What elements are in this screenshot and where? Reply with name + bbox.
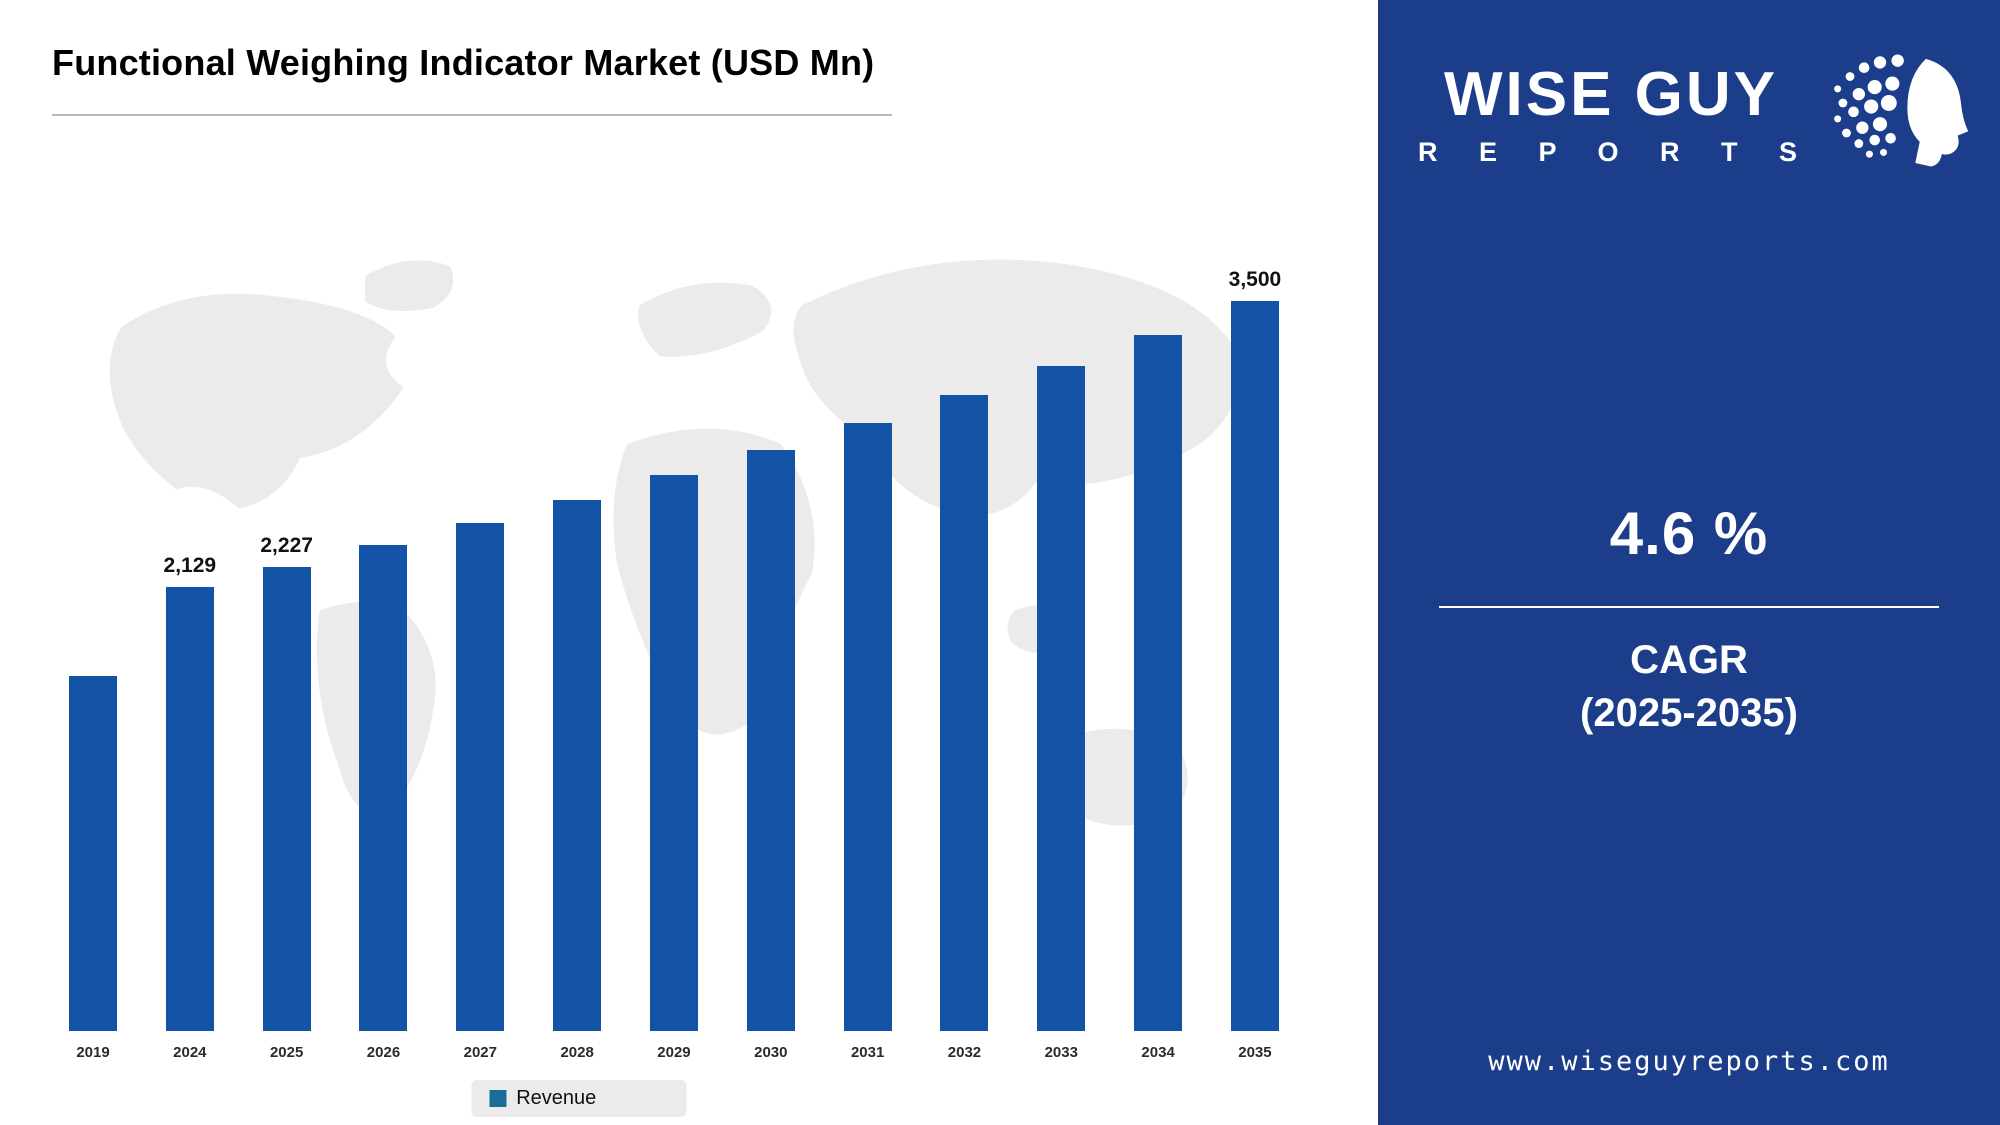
page-title: Functional Weighing Indicator Market (US… bbox=[52, 42, 875, 83]
revenue-bar bbox=[1230, 301, 1279, 1031]
dotted-head-icon bbox=[1834, 54, 1969, 167]
revenue-bar bbox=[165, 587, 214, 1031]
x-axis-year-label: 2031 bbox=[850, 1044, 885, 1061]
x-axis-year-label: 2019 bbox=[76, 1044, 110, 1061]
bar-column-2035: 3,500 2035 bbox=[1224, 268, 1286, 1061]
info-panel: WISE GUY R E P O R T S 4.6 bbox=[1378, 0, 2000, 1125]
revenue-bar bbox=[262, 567, 311, 1031]
revenue-bar bbox=[746, 450, 795, 1031]
x-axis-year-label: 2035 bbox=[1238, 1044, 1272, 1061]
x-axis-year-label: 2025 bbox=[269, 1044, 304, 1061]
x-axis-year-label: 2024 bbox=[173, 1044, 207, 1061]
bar-column-2019: 2019 bbox=[62, 667, 124, 1061]
bar-column-2034: 2034 bbox=[1127, 326, 1189, 1061]
x-axis-year-label: 2027 bbox=[463, 1044, 497, 1061]
cagr-label: CAGR bbox=[1630, 637, 1748, 682]
logo-wordmark: WISE GUY bbox=[1443, 60, 1778, 129]
logo-text: WISE GUY R E P O R T S bbox=[1408, 62, 1814, 168]
revenue-bar bbox=[69, 676, 117, 1031]
logo-subtitle: R E P O R T S bbox=[1417, 137, 1815, 168]
revenue-bar bbox=[649, 475, 698, 1031]
bar-column-2027: 2027 bbox=[449, 514, 511, 1061]
bar-column-2033: 2033 bbox=[1030, 357, 1092, 1061]
bar-column-2030: 2030 bbox=[740, 441, 802, 1061]
revenue-bar bbox=[843, 423, 892, 1031]
title-divider bbox=[52, 114, 892, 116]
bar-column-2026: 2026 bbox=[352, 536, 414, 1061]
revenue-bar bbox=[940, 395, 989, 1031]
revenue-bar bbox=[553, 500, 602, 1031]
x-axis-year-label: 2029 bbox=[657, 1044, 691, 1061]
cagr-divider bbox=[1439, 605, 1939, 608]
bar-value-label: 3,500 bbox=[1228, 268, 1282, 291]
x-axis-year-label: 2033 bbox=[1044, 1044, 1078, 1061]
bar-column-2031: 2031 bbox=[837, 414, 899, 1061]
legend-swatch-revenue bbox=[489, 1090, 507, 1107]
bar-value-label: 2,129 bbox=[163, 554, 217, 577]
chart-panel: Functional Weighing Indicator Market (US… bbox=[52, 42, 1286, 1117]
revenue-bar bbox=[456, 523, 505, 1031]
bar-column-2024: 2,129 2024 bbox=[159, 554, 221, 1061]
x-axis-year-label: 2032 bbox=[947, 1044, 982, 1061]
website-url: www.wiseguyreports.com bbox=[1488, 1046, 1890, 1077]
bar-column-2032: 2032 bbox=[933, 386, 995, 1061]
bar-column-2028: 2028 bbox=[546, 491, 608, 1061]
bar-value-label: 2,227 bbox=[260, 534, 313, 557]
bar-column-2025: 2,227 2025 bbox=[256, 534, 318, 1061]
x-axis-year-label: 2028 bbox=[560, 1044, 594, 1061]
bar-chart: 2019 2,129 2024 2,227 2025 2026 2027 2028 2029 20… bbox=[62, 268, 1286, 1061]
revenue-bar bbox=[359, 545, 408, 1031]
revenue-bar bbox=[1134, 335, 1183, 1031]
cagr-value: 4.6 % bbox=[1609, 499, 1769, 567]
x-axis-year-label: 2034 bbox=[1141, 1044, 1175, 1061]
cagr-block: 4.6 % CAGR (2025-2035) bbox=[1378, 499, 2000, 736]
x-axis-year-label: 2026 bbox=[366, 1044, 401, 1061]
legend-label-revenue: Revenue bbox=[516, 1087, 597, 1109]
wise-guy-reports-logo: WISE GUY R E P O R T S bbox=[1408, 54, 1970, 188]
chart-legend: Revenue bbox=[471, 1080, 687, 1117]
bar-column-2029: 2029 bbox=[643, 466, 705, 1061]
cagr-range: (2025-2035) bbox=[1580, 690, 1798, 735]
revenue-bar bbox=[1037, 366, 1086, 1031]
x-axis-year-label: 2030 bbox=[754, 1044, 788, 1061]
